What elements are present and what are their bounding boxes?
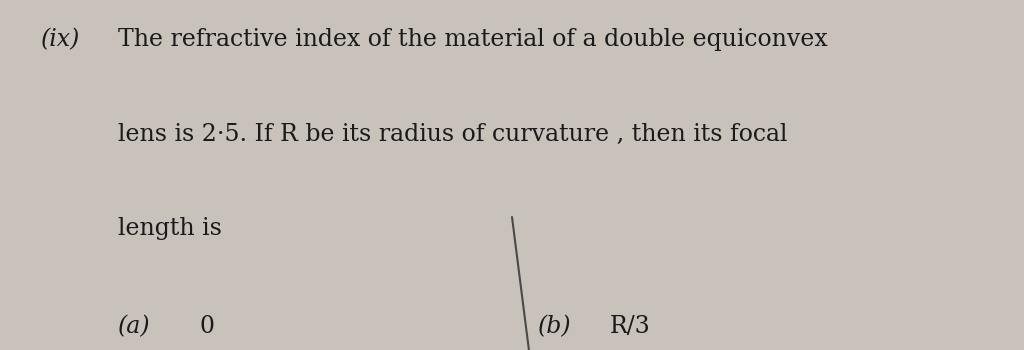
Text: 0: 0 [200, 315, 215, 338]
Text: (b): (b) [538, 315, 571, 338]
Text: R/3: R/3 [609, 315, 650, 338]
Text: (ix): (ix) [41, 28, 80, 51]
Text: The refractive index of the material of a double equiconvex: The refractive index of the material of … [118, 28, 827, 51]
Text: length is: length is [118, 217, 221, 240]
Text: (a): (a) [118, 315, 151, 338]
Text: lens is 2·5. If R be its radius of curvature , then its focal: lens is 2·5. If R be its radius of curva… [118, 122, 787, 146]
